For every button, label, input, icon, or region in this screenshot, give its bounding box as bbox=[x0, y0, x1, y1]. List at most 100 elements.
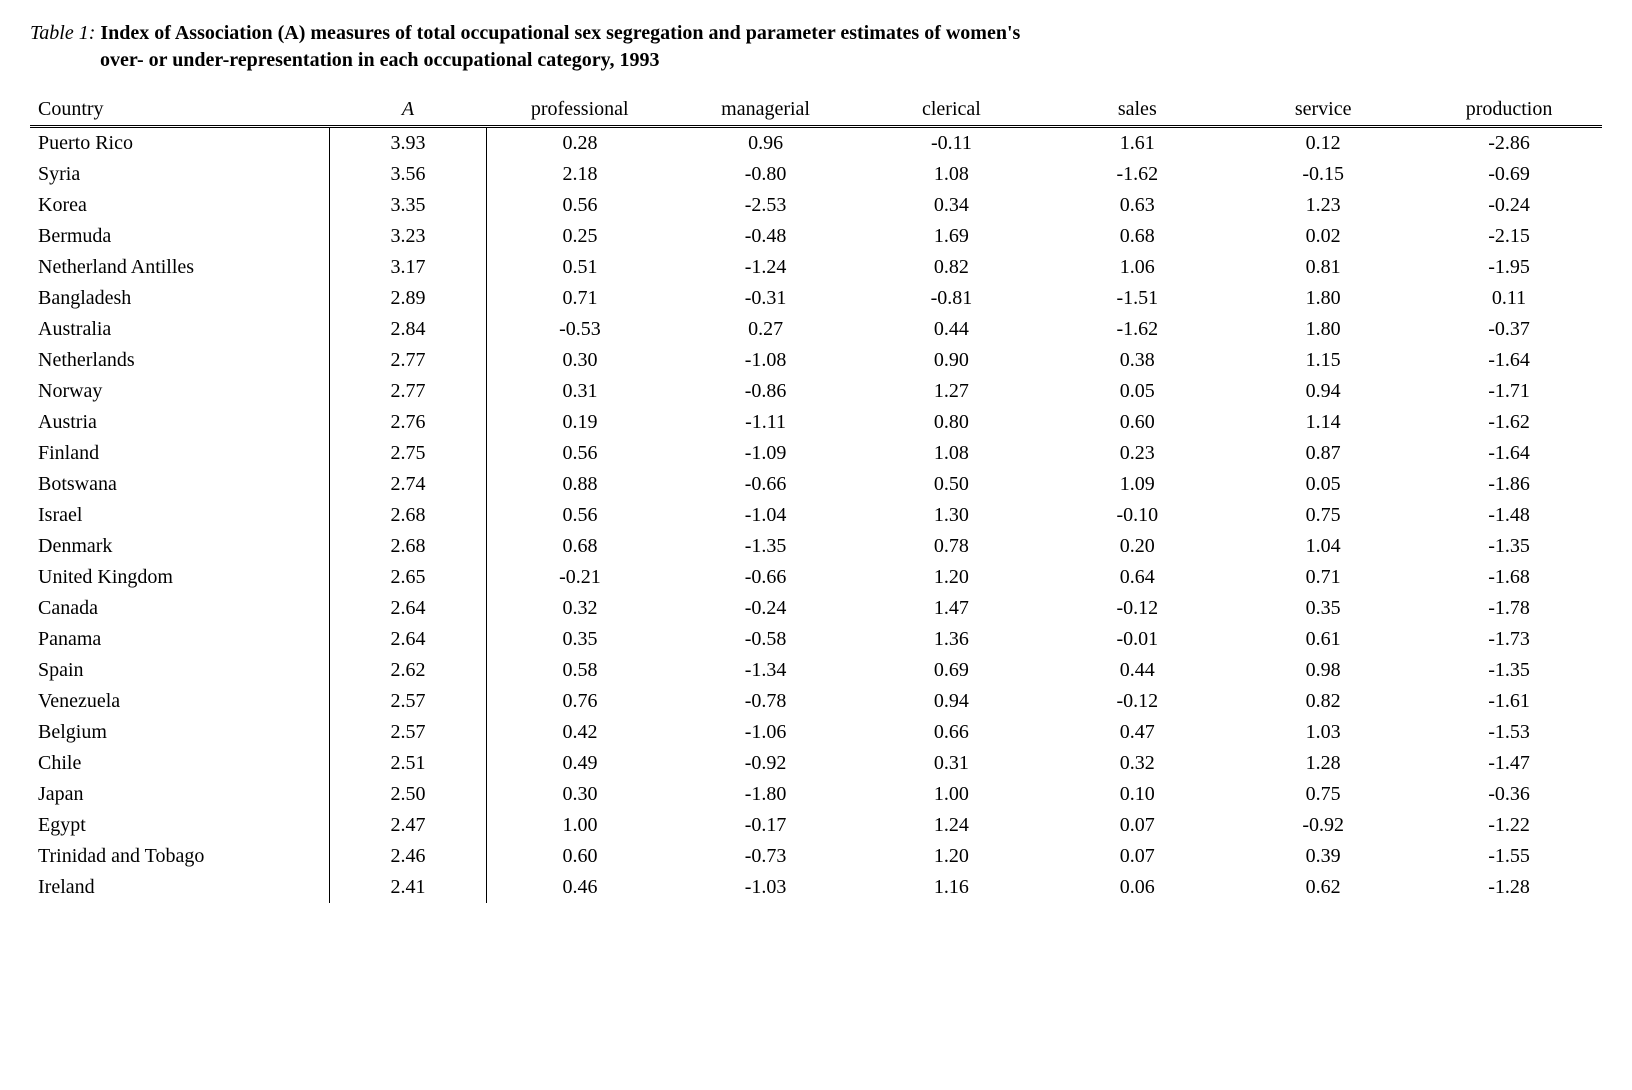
cell-sales: -0.01 bbox=[1044, 624, 1230, 655]
cell-sales: -0.12 bbox=[1044, 686, 1230, 717]
cell-sales: 0.63 bbox=[1044, 190, 1230, 221]
cell-clerical: 1.08 bbox=[859, 159, 1045, 190]
cell-professional: 0.60 bbox=[487, 841, 673, 872]
cell-clerical: 1.08 bbox=[859, 438, 1045, 469]
cell-clerical: 0.44 bbox=[859, 314, 1045, 345]
cell-service: 0.71 bbox=[1230, 562, 1416, 593]
cell-service: 1.04 bbox=[1230, 531, 1416, 562]
table-row: Finland2.750.56-1.091.080.230.87-1.64 bbox=[30, 438, 1602, 469]
cell-production: -1.62 bbox=[1416, 407, 1602, 438]
cell-a: 2.65 bbox=[329, 562, 487, 593]
cell-country: Ireland bbox=[30, 872, 329, 903]
cell-professional: 0.31 bbox=[487, 376, 673, 407]
cell-clerical: 0.80 bbox=[859, 407, 1045, 438]
cell-a: 2.74 bbox=[329, 469, 487, 500]
cell-a: 2.41 bbox=[329, 872, 487, 903]
cell-country: Denmark bbox=[30, 531, 329, 562]
cell-service: 0.75 bbox=[1230, 779, 1416, 810]
cell-production: -1.35 bbox=[1416, 655, 1602, 686]
cell-managerial: -1.09 bbox=[673, 438, 859, 469]
cell-managerial: -0.66 bbox=[673, 562, 859, 593]
cell-managerial: -2.53 bbox=[673, 190, 859, 221]
cell-country: Syria bbox=[30, 159, 329, 190]
cell-clerical: -0.11 bbox=[859, 127, 1045, 160]
cell-clerical: -0.81 bbox=[859, 283, 1045, 314]
cell-professional: 0.25 bbox=[487, 221, 673, 252]
cell-managerial: -1.03 bbox=[673, 872, 859, 903]
cell-clerical: 1.27 bbox=[859, 376, 1045, 407]
cell-managerial: -0.73 bbox=[673, 841, 859, 872]
cell-country: Puerto Rico bbox=[30, 127, 329, 160]
cell-managerial: -0.24 bbox=[673, 593, 859, 624]
table-row: Australia2.84-0.530.270.44-1.621.80-0.37 bbox=[30, 314, 1602, 345]
cell-a: 2.57 bbox=[329, 717, 487, 748]
cell-a: 2.89 bbox=[329, 283, 487, 314]
table-row: Denmark2.680.68-1.350.780.201.04-1.35 bbox=[30, 531, 1602, 562]
cell-professional: 0.56 bbox=[487, 438, 673, 469]
cell-professional: 0.88 bbox=[487, 469, 673, 500]
table-row: Israel2.680.56-1.041.30-0.100.75-1.48 bbox=[30, 500, 1602, 531]
table-row: Trinidad and Tobago2.460.60-0.731.200.07… bbox=[30, 841, 1602, 872]
cell-sales: 0.38 bbox=[1044, 345, 1230, 376]
cell-a: 3.56 bbox=[329, 159, 487, 190]
col-header-sales: sales bbox=[1044, 92, 1230, 127]
table-row: Netherlands2.770.30-1.080.900.381.15-1.6… bbox=[30, 345, 1602, 376]
table-caption: Table 1: Index of Association (A) measur… bbox=[30, 20, 1602, 74]
table-row: Bermuda3.230.25-0.481.690.680.02-2.15 bbox=[30, 221, 1602, 252]
table-row: United Kingdom2.65-0.21-0.661.200.640.71… bbox=[30, 562, 1602, 593]
cell-service: 1.80 bbox=[1230, 314, 1416, 345]
cell-professional: 0.35 bbox=[487, 624, 673, 655]
cell-country: Botswana bbox=[30, 469, 329, 500]
cell-professional: 0.30 bbox=[487, 345, 673, 376]
cell-managerial: -0.92 bbox=[673, 748, 859, 779]
cell-clerical: 0.31 bbox=[859, 748, 1045, 779]
cell-a: 2.77 bbox=[329, 376, 487, 407]
cell-a: 3.23 bbox=[329, 221, 487, 252]
table-row: Panama2.640.35-0.581.36-0.010.61-1.73 bbox=[30, 624, 1602, 655]
cell-production: -1.48 bbox=[1416, 500, 1602, 531]
cell-production: -1.35 bbox=[1416, 531, 1602, 562]
cell-a: 2.62 bbox=[329, 655, 487, 686]
col-header-a: A bbox=[329, 92, 487, 127]
cell-service: -0.15 bbox=[1230, 159, 1416, 190]
table-row: Korea3.350.56-2.530.340.631.23-0.24 bbox=[30, 190, 1602, 221]
cell-a: 2.64 bbox=[329, 624, 487, 655]
cell-a: 2.68 bbox=[329, 531, 487, 562]
cell-service: 1.28 bbox=[1230, 748, 1416, 779]
cell-country: Finland bbox=[30, 438, 329, 469]
cell-service: 1.80 bbox=[1230, 283, 1416, 314]
cell-managerial: -0.31 bbox=[673, 283, 859, 314]
col-header-country: Country bbox=[30, 92, 329, 127]
cell-production: -1.28 bbox=[1416, 872, 1602, 903]
cell-production: -0.36 bbox=[1416, 779, 1602, 810]
table-row: Spain2.620.58-1.340.690.440.98-1.35 bbox=[30, 655, 1602, 686]
cell-professional: 2.18 bbox=[487, 159, 673, 190]
cell-clerical: 1.16 bbox=[859, 872, 1045, 903]
cell-managerial: -0.86 bbox=[673, 376, 859, 407]
cell-service: 1.23 bbox=[1230, 190, 1416, 221]
cell-sales: -1.62 bbox=[1044, 314, 1230, 345]
cell-service: 0.35 bbox=[1230, 593, 1416, 624]
cell-production: -2.86 bbox=[1416, 127, 1602, 160]
cell-professional: -0.53 bbox=[487, 314, 673, 345]
cell-clerical: 0.34 bbox=[859, 190, 1045, 221]
cell-country: Belgium bbox=[30, 717, 329, 748]
cell-managerial: -0.48 bbox=[673, 221, 859, 252]
cell-a: 3.35 bbox=[329, 190, 487, 221]
cell-production: -1.95 bbox=[1416, 252, 1602, 283]
table-row: Chile2.510.49-0.920.310.321.28-1.47 bbox=[30, 748, 1602, 779]
cell-clerical: 1.69 bbox=[859, 221, 1045, 252]
table-row: Canada2.640.32-0.241.47-0.120.35-1.78 bbox=[30, 593, 1602, 624]
cell-sales: 0.68 bbox=[1044, 221, 1230, 252]
cell-sales: 0.47 bbox=[1044, 717, 1230, 748]
cell-service: 0.02 bbox=[1230, 221, 1416, 252]
table-row: Puerto Rico3.930.280.96-0.111.610.12-2.8… bbox=[30, 127, 1602, 160]
cell-production: -1.64 bbox=[1416, 438, 1602, 469]
cell-country: Trinidad and Tobago bbox=[30, 841, 329, 872]
cell-country: Australia bbox=[30, 314, 329, 345]
cell-managerial: 0.96 bbox=[673, 127, 859, 160]
cell-managerial: -1.34 bbox=[673, 655, 859, 686]
cell-clerical: 0.78 bbox=[859, 531, 1045, 562]
cell-service: 1.14 bbox=[1230, 407, 1416, 438]
cell-sales: 0.60 bbox=[1044, 407, 1230, 438]
